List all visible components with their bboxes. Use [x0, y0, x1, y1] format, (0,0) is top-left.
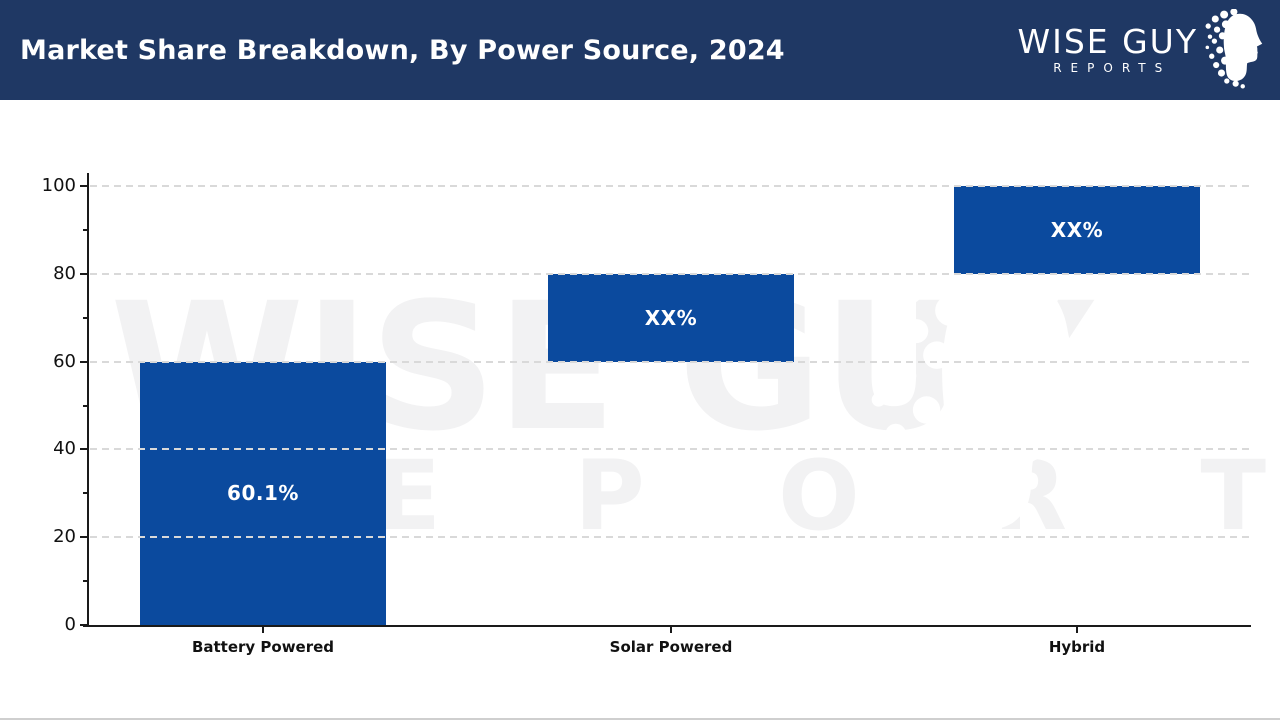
y-tick-label-80: 80	[53, 262, 76, 284]
bar-label-1: XX%	[644, 305, 698, 330]
x-tick-1	[670, 627, 672, 633]
gridline-20	[90, 536, 1252, 539]
bar-label-0: 60.1%	[227, 481, 299, 506]
y-tick-80	[80, 272, 88, 275]
y-tick-label-20: 20	[53, 526, 76, 548]
y-axis-line	[87, 173, 89, 627]
y-minor-tick-30	[83, 492, 88, 495]
gridline-40	[90, 448, 1252, 451]
y-minor-tick-10	[83, 580, 88, 583]
y-tick-label-60: 60	[53, 350, 76, 372]
category-label-2: Hybrid	[1048, 638, 1106, 656]
logo-text: WISE GUY REPORTS	[1017, 22, 1198, 76]
head-profile-icon	[1205, 9, 1263, 89]
page-title: Market Share Breakdown, By Power Source,…	[20, 34, 785, 66]
y-tick-label-40: 40	[53, 438, 76, 460]
y-tick-20	[80, 536, 88, 539]
bar-2	[954, 186, 1200, 274]
y-minor-tick-50	[83, 404, 88, 407]
bar-1	[548, 273, 794, 362]
bar-label-2: XX%	[1050, 217, 1104, 242]
y-tick-100	[80, 185, 88, 187]
category-label-0: Battery Powered	[191, 638, 335, 656]
y-tick-0	[80, 624, 88, 626]
bar-0	[140, 361, 386, 625]
wise-guy-logo: WISE GUY REPORTS	[1017, 9, 1264, 91]
y-minor-tick-90	[83, 228, 88, 231]
bottom-border-rule	[0, 718, 1280, 720]
plot-area: WISE GUY R E P O R T S 60.1%XX%XX%020406…	[0, 100, 1280, 718]
y-minor-tick-70	[83, 316, 88, 319]
y-tick-label-100: 100	[41, 175, 76, 196]
gridline-60	[90, 360, 1252, 363]
x-tick-0	[262, 627, 264, 633]
y-tick-label-0: 0	[64, 614, 76, 635]
logo-wiseguy-label: WISE GUY	[1017, 22, 1198, 61]
header-bar: Market Share Breakdown, By Power Source,…	[0, 0, 1280, 100]
x-axis-line	[83, 625, 1251, 627]
y-tick-40	[80, 448, 88, 451]
x-tick-2	[1076, 627, 1078, 633]
y-tick-60	[80, 360, 88, 363]
watermark-head-profile-icon	[871, 250, 1092, 560]
logo-reports-label: REPORTS	[1053, 61, 1172, 75]
category-label-1: Solar Powered	[609, 638, 733, 656]
gridline-100	[90, 185, 1252, 187]
gridline-80	[90, 272, 1252, 275]
